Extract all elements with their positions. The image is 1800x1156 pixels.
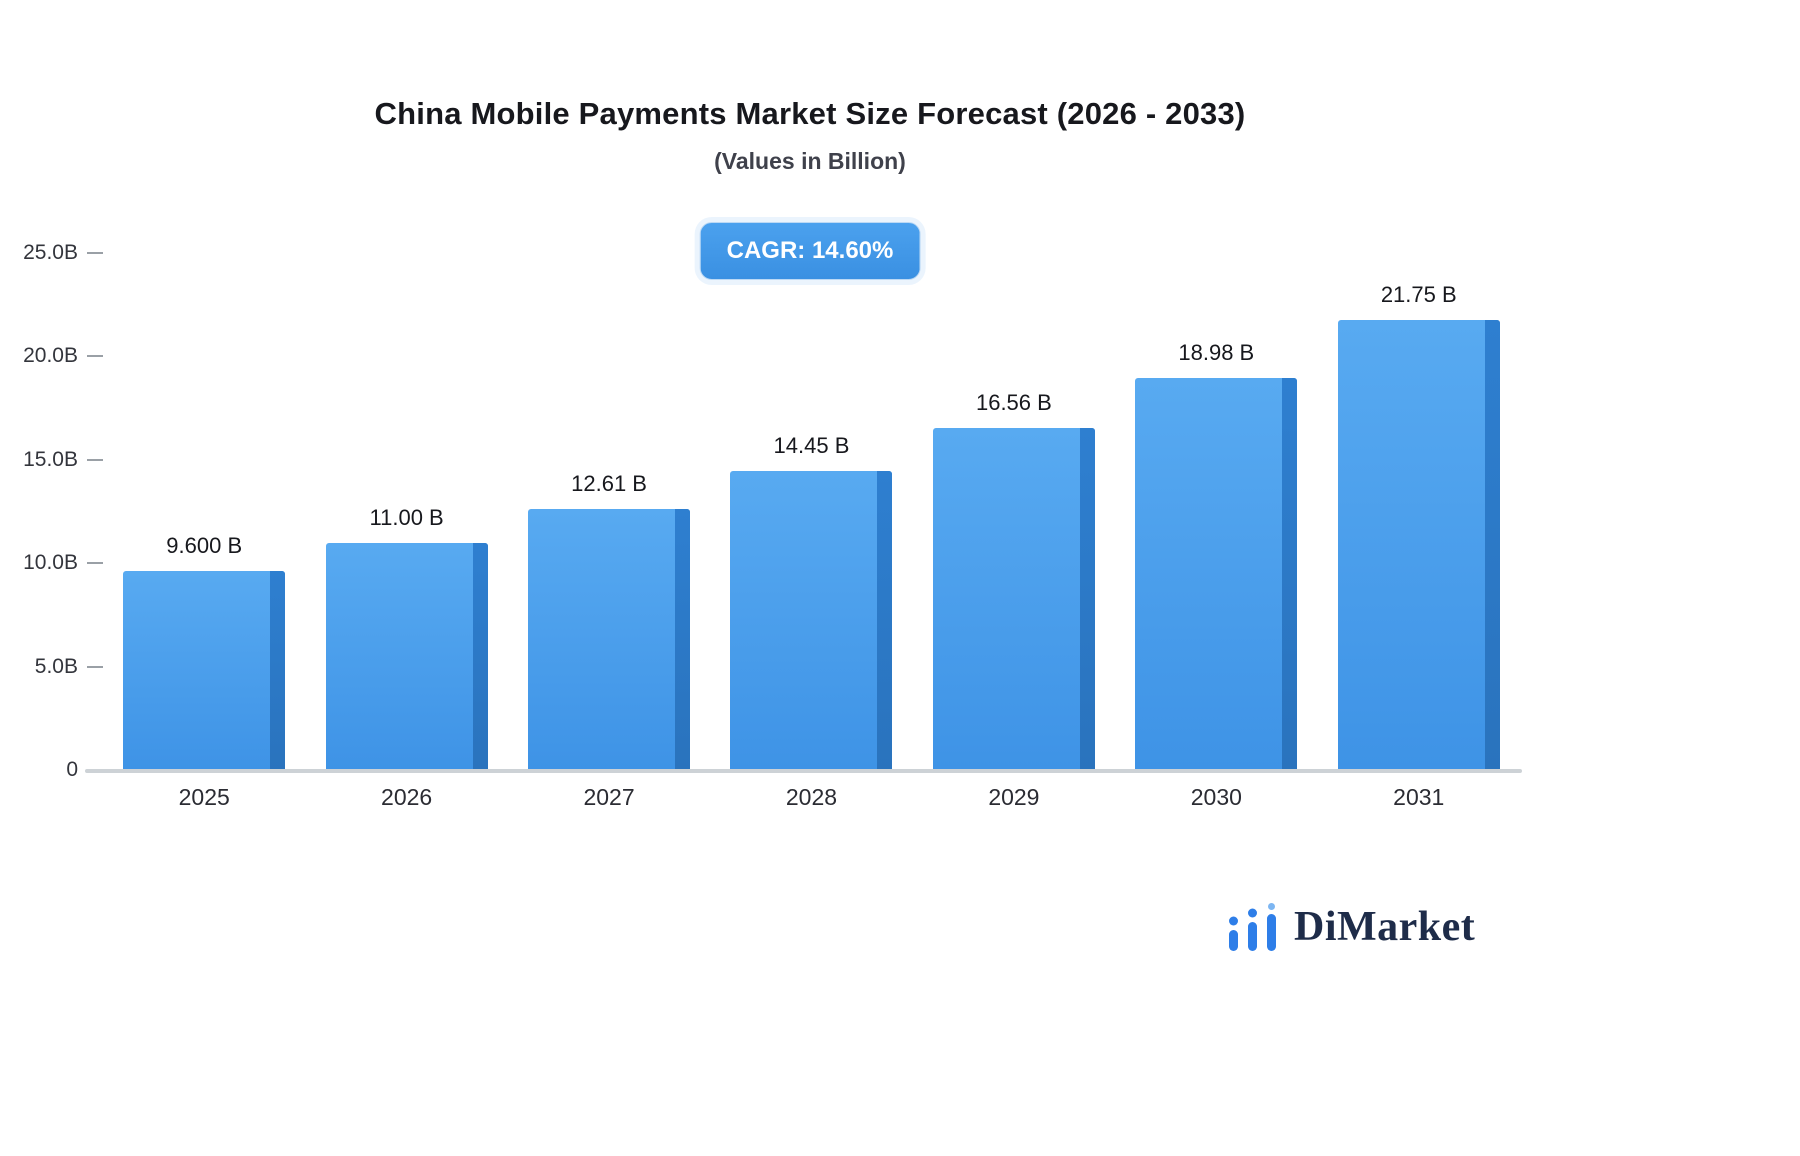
y-axis-tick-mark: [87, 665, 103, 668]
y-axis: 0 5.0B 10.0B 15.0B 20.0B 25.0B: [0, 241, 103, 781]
x-axis-label-2025: 2025: [178, 784, 230, 810]
bar-2031: [1337, 320, 1500, 770]
cagr-badge: CAGR: 14.60%: [699, 222, 921, 280]
bar-3d-edge: [1484, 320, 1500, 770]
bar-2027: [528, 509, 691, 770]
bar-2029: [932, 427, 1095, 770]
y-axis-tick: 5.0B: [35, 655, 103, 679]
bar-2025: [123, 571, 286, 770]
y-axis-tick: 10.0B: [23, 551, 103, 575]
bar-slot: 21.75 B: [1318, 253, 1520, 770]
x-axis-label-2028: 2028: [785, 784, 838, 810]
y-axis-tick-mark: [87, 252, 103, 254]
bar-value-label: 21.75 B: [1380, 282, 1457, 308]
y-axis-tick-label: 10.0B: [23, 551, 78, 575]
bar-value-label: 9.600 B: [166, 533, 243, 559]
y-axis-tick: 15.0B: [23, 448, 103, 472]
x-axis-label-2031: 2031: [1393, 784, 1445, 810]
bar-slot: 11.00 B: [305, 253, 507, 770]
x-axis-label-2029: 2029: [988, 784, 1040, 810]
bar-chart-logo-icon: [1226, 903, 1282, 951]
chart-subtitle: (Values in Billion): [714, 148, 906, 174]
bar-2026: [325, 542, 488, 770]
bar-3d-edge: [1079, 427, 1095, 770]
y-axis-tick-label: 25.0B: [23, 241, 78, 264]
plot-area: 9.600 B 11.00 B 12.61 B 14.45 B 16.56 B 18.98…: [103, 253, 1520, 770]
x-axis-line: [85, 769, 1522, 773]
brand-name: DiMarket: [1294, 904, 1476, 950]
bar-slot: 12.61 B: [508, 253, 710, 770]
y-axis-tick-mark: [87, 562, 103, 565]
y-axis-tick: 20.0B: [23, 344, 103, 368]
y-axis-tick: 25.0B: [23, 241, 103, 265]
brand-logo: DiMarket: [1226, 903, 1475, 951]
bar-3d-edge: [270, 571, 286, 770]
bar-value-label: 18.98 B: [1178, 339, 1255, 365]
bar-value-label: 14.45 B: [773, 433, 850, 459]
x-axis-label-2030: 2030: [1190, 784, 1242, 810]
bar-slot: 9.600 B: [103, 253, 305, 770]
bar-2030: [1135, 377, 1298, 770]
x-axis: 2025 2026 2027 2028 2029 2030 2031: [103, 784, 1520, 811]
bar-3d-edge: [675, 509, 691, 770]
bar-slot: 14.45 B: [710, 253, 912, 770]
y-axis-tick-label: 5.0B: [34, 654, 78, 678]
y-axis-tick-label: 20.0B: [23, 344, 78, 368]
bar-2028: [730, 471, 893, 770]
x-axis-label-2027: 2027: [583, 784, 635, 810]
chart-title: China Mobile Payments Market Size Foreca…: [374, 96, 1246, 131]
bar-value-label: 11.00 B: [369, 504, 444, 530]
bar-3d-edge: [472, 542, 488, 770]
bar-slot: 16.56 B: [913, 253, 1115, 770]
bar-value-label: 16.56 B: [975, 389, 1052, 415]
bar-3d-edge: [1282, 377, 1298, 770]
bar-slot: 18.98 B: [1115, 253, 1317, 770]
y-axis-tick-label: 15.0B: [23, 447, 78, 471]
y-axis-tick-label: 0: [66, 758, 78, 781]
y-axis-tick-mark: [87, 355, 103, 358]
bar-value-label: 12.61 B: [571, 471, 647, 497]
y-axis-tick-mark: [87, 458, 103, 461]
bar-3d-edge: [877, 471, 893, 770]
x-axis-label-2026: 2026: [381, 784, 433, 810]
